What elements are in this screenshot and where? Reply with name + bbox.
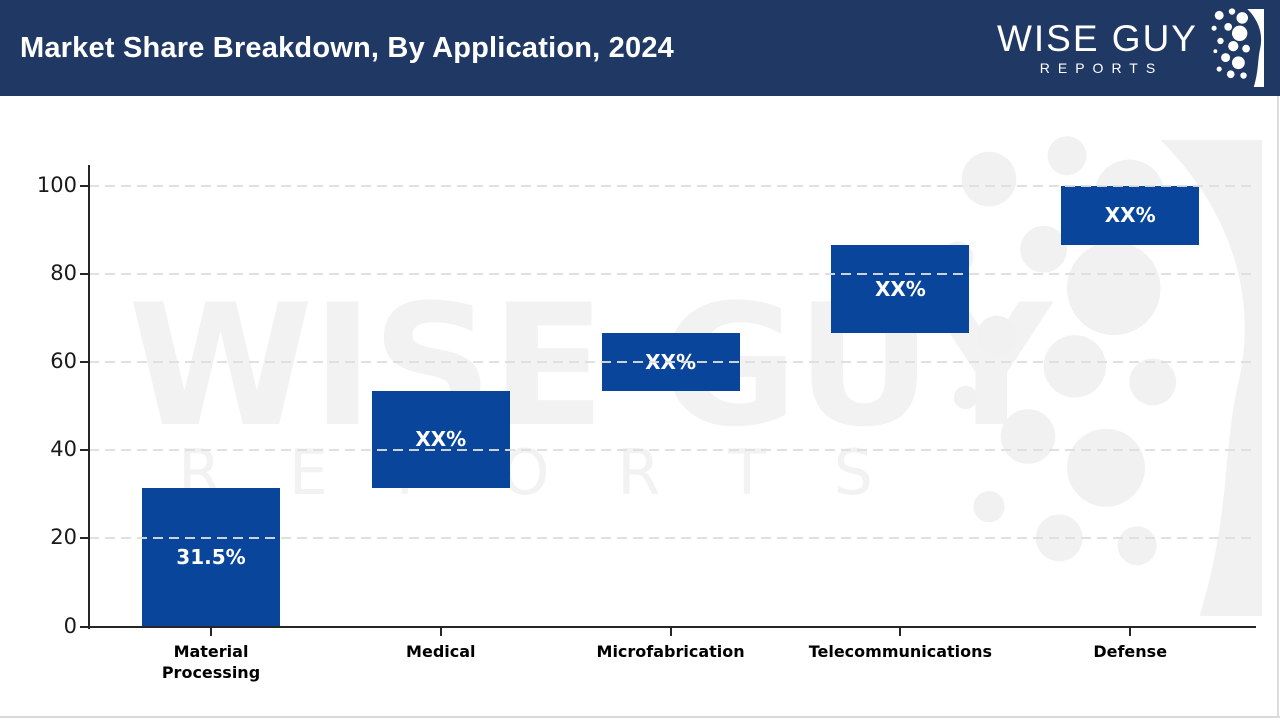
y-tick-label: 60 — [50, 348, 77, 373]
y-tick — [80, 272, 88, 275]
x-category-label: Material Processing — [161, 641, 261, 682]
logo-subtitle: REPORTS — [1039, 60, 1164, 76]
logo-text: WISE GUY REPORTS — [996, 18, 1198, 77]
gridline — [89, 184, 1256, 187]
x-tick — [669, 628, 672, 636]
waterfall-bar-segment: XX% — [1061, 185, 1200, 246]
y-tick-label: 80 — [50, 260, 77, 285]
gridline — [89, 360, 1256, 363]
gridline — [89, 537, 1256, 540]
logo-face-icon — [1211, 8, 1264, 88]
bar-value-label: 31.5% — [176, 545, 246, 570]
waterfall-bar-segment: XX% — [831, 245, 970, 334]
bar-value-label: XX% — [1104, 203, 1156, 228]
waterfall-bar-segment: XX% — [371, 390, 510, 488]
y-tick-label: 0 — [63, 613, 77, 638]
x-tick — [1129, 628, 1132, 636]
x-axis-line — [88, 626, 1256, 628]
y-tick — [80, 360, 88, 363]
bar-value-label: XX% — [874, 277, 926, 302]
bar-value-label: XX% — [415, 427, 467, 452]
y-tick — [80, 537, 88, 540]
header-bar: Market Share Breakdown, By Application, … — [0, 0, 1280, 96]
y-tick — [80, 449, 88, 452]
y-tick-label: 100 — [36, 172, 77, 197]
x-category-label: Medical — [406, 641, 476, 661]
x-category-label: Telecommunications — [808, 641, 993, 661]
gridline — [89, 272, 1256, 275]
x-category-label: Defense — [1093, 641, 1168, 661]
bottom-divider — [0, 716, 1280, 718]
y-axis-line — [88, 165, 90, 629]
y-tick — [80, 184, 88, 187]
wise-guy-reports-logo: WISE GUY REPORTS — [997, 0, 1264, 96]
y-tick — [80, 625, 88, 628]
logo-wordmark: WISE GUY — [996, 18, 1198, 59]
x-category-label: Microfabrication — [596, 641, 745, 661]
gridline — [89, 449, 1256, 452]
x-tick — [210, 628, 212, 636]
y-tick-label: 20 — [50, 525, 77, 550]
waterfall-bar-segment: 31.5% — [142, 487, 280, 627]
right-divider — [1277, 96, 1279, 718]
x-tick — [899, 628, 902, 636]
page-title: Market Share Breakdown, By Application, … — [20, 31, 674, 64]
x-tick — [439, 628, 442, 636]
y-tick-label: 40 — [50, 437, 77, 462]
